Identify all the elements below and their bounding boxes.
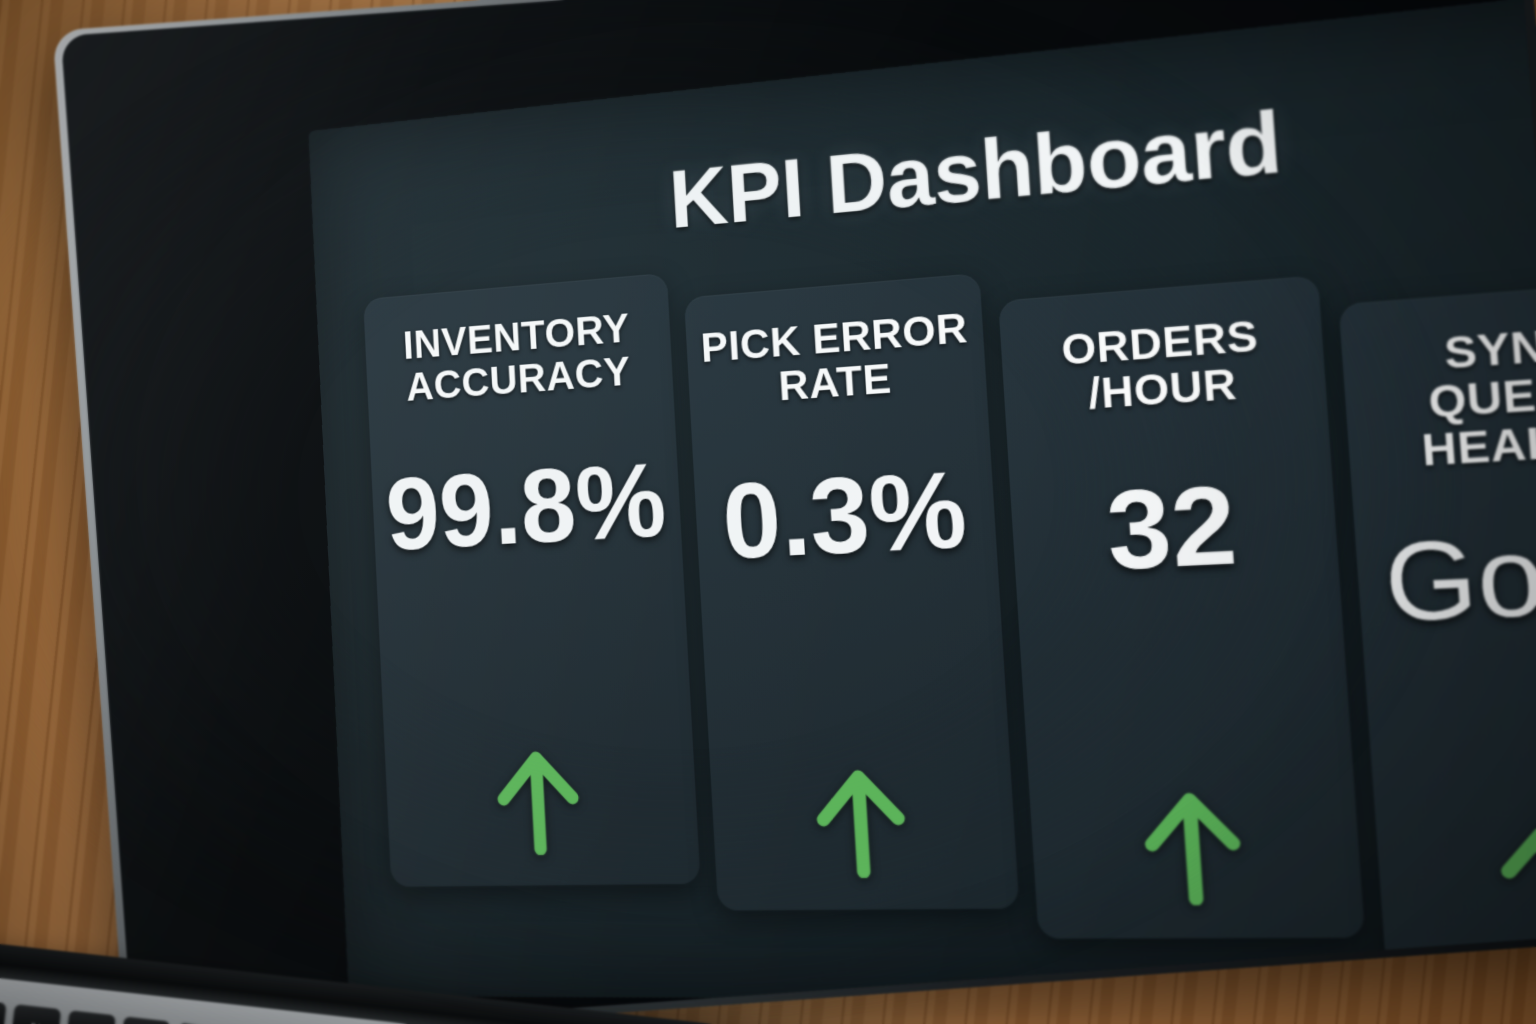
kpi-dashboard: KPI Dashboard INVENTORY ACCURACY 99.8%: [308, 0, 1536, 1003]
kpi-card-value: Good: [1380, 506, 1536, 646]
arrow-up-icon: [810, 763, 912, 878]
key[interactable]: F6: [120, 1016, 171, 1024]
kpi-trend: [398, 742, 685, 857]
arrow-up-icon: [492, 745, 585, 856]
arrow-up-icon: [1492, 811, 1536, 936]
laptop-screen: KPI Dashboard INVENTORY ACCURACY 99.8%: [308, 0, 1536, 1003]
arrow-up-icon: [1137, 786, 1248, 906]
kpi-card-label: ORDERS /HOUR: [1059, 310, 1260, 419]
key[interactable]: F3: [0, 997, 7, 1024]
kpi-card-value: 0.3%: [719, 448, 970, 583]
kpi-card-pick-error-rate[interactable]: PICK ERROR RATE 0.3%: [683, 273, 1020, 911]
kpi-card-orders-per-hour[interactable]: ORDERS /HOUR 32: [998, 275, 1366, 939]
laptop-bezel: KPI Dashboard INVENTORY ACCURACY 99.8%: [60, 0, 1536, 1024]
kpi-card-value: 99.8%: [383, 440, 669, 573]
key[interactable]: F5: [65, 1010, 116, 1024]
key[interactable]: F4: [10, 1004, 61, 1024]
kpi-trend: [1391, 809, 1536, 936]
kpi-card-label: INVENTORY ACCURACY: [401, 304, 632, 410]
kpi-card-inventory-accuracy[interactable]: INVENTORY ACCURACY 99.8%: [363, 272, 701, 887]
kpi-card-sync-queue-health[interactable]: SYNC QUEUE HEALTH Good: [1338, 277, 1536, 970]
screen-perspective-wrapper: KPI Dashboard INVENTORY ACCURACY 99.8%: [279, 0, 1536, 1009]
kpi-trend: [724, 761, 1002, 879]
kpi-trend: [1044, 784, 1346, 906]
kpi-card-value: 32: [1103, 462, 1241, 595]
kpi-card-row: INVENTORY ACCURACY 99.8%: [363, 185, 1536, 970]
kpi-card-label: PICK ERROR RATE: [699, 303, 970, 410]
kpi-card-label: SYNC QUEUE HEALTH: [1419, 317, 1536, 476]
